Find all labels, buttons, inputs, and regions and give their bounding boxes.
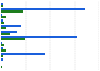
Bar bbox=[1, 66, 2, 68]
Bar bbox=[1, 53, 45, 55]
Bar bbox=[1, 38, 25, 40]
Bar bbox=[1, 42, 2, 44]
Bar bbox=[1, 19, 3, 22]
Bar bbox=[1, 16, 6, 18]
Bar bbox=[1, 47, 3, 49]
Bar bbox=[1, 31, 17, 33]
Bar bbox=[1, 22, 4, 24]
Bar bbox=[1, 55, 3, 57]
Bar bbox=[1, 44, 4, 46]
Bar bbox=[1, 14, 2, 16]
Bar bbox=[1, 49, 6, 52]
Bar bbox=[1, 3, 3, 5]
Bar bbox=[1, 36, 77, 38]
Bar bbox=[1, 58, 3, 61]
Bar bbox=[1, 8, 85, 10]
Bar bbox=[1, 27, 6, 29]
Bar bbox=[1, 10, 23, 13]
Bar bbox=[1, 33, 10, 35]
Bar bbox=[1, 5, 3, 7]
Bar bbox=[1, 25, 21, 27]
